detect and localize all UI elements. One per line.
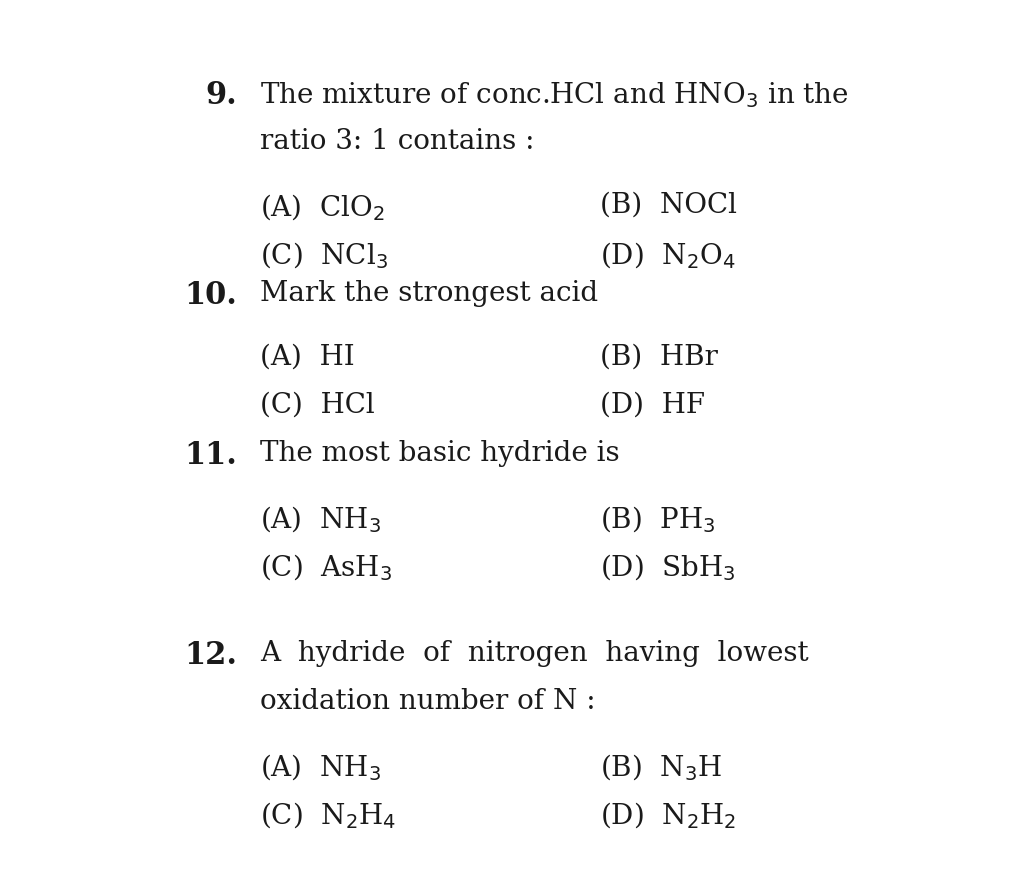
Text: (A)  NH$_3$: (A) NH$_3$ [260,752,381,782]
Text: oxidation number of N :: oxidation number of N : [260,688,596,715]
Text: Mark the strongest acid: Mark the strongest acid [260,280,598,307]
Text: (D)  SbH$_3$: (D) SbH$_3$ [600,552,735,583]
Text: 9.: 9. [205,80,237,111]
Text: (D)  HF: (D) HF [600,392,705,419]
Text: A  hydride  of  nitrogen  having  lowest: A hydride of nitrogen having lowest [260,640,809,667]
Text: (D)  N$_2$H$_2$: (D) N$_2$H$_2$ [600,800,736,830]
Text: The mixture of conc.HCl and HNO$_3$ in the: The mixture of conc.HCl and HNO$_3$ in t… [260,80,849,110]
Text: (C)  N$_2$H$_4$: (C) N$_2$H$_4$ [260,800,396,830]
Text: (D)  N$_2$O$_4$: (D) N$_2$O$_4$ [600,240,735,271]
Text: ratio 3: 1 contains :: ratio 3: 1 contains : [260,128,535,155]
Text: The most basic hydride is: The most basic hydride is [260,440,620,467]
Text: (B)  PH$_3$: (B) PH$_3$ [600,504,716,535]
Text: 11.: 11. [184,440,237,471]
Text: (B)  NOCl: (B) NOCl [600,192,737,219]
Text: 12.: 12. [184,640,237,671]
Text: (C)  HCl: (C) HCl [260,392,375,419]
Text: (A)  HI: (A) HI [260,344,354,371]
Text: (C)  NCl$_3$: (C) NCl$_3$ [260,240,388,271]
Text: (B)  N$_3$H: (B) N$_3$H [600,752,722,782]
Text: 10.: 10. [184,280,237,311]
Text: (C)  AsH$_3$: (C) AsH$_3$ [260,552,392,583]
Text: (B)  HBr: (B) HBr [600,344,718,371]
Text: (A)  NH$_3$: (A) NH$_3$ [260,504,381,535]
Text: (A)  ClO$_2$: (A) ClO$_2$ [260,192,385,223]
